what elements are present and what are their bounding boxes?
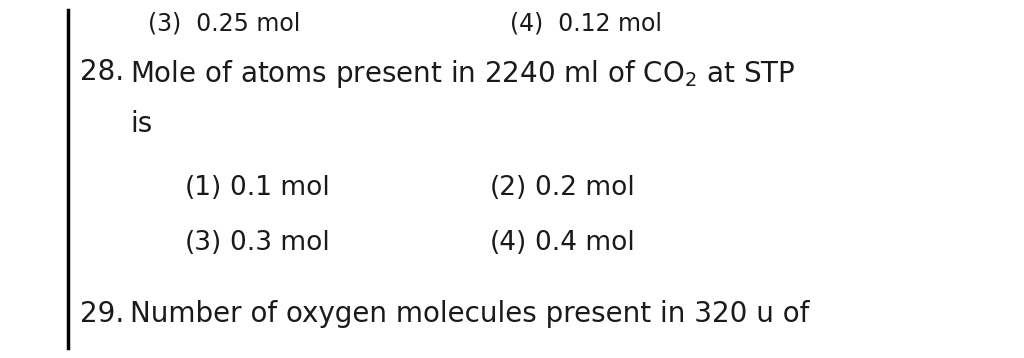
Text: (3)  0.25 mol: (3) 0.25 mol (148, 12, 300, 36)
Text: 28.: 28. (80, 58, 124, 86)
Text: 0.2 mol: 0.2 mol (535, 175, 635, 201)
Text: (4): (4) (490, 230, 527, 256)
Text: (2): (2) (490, 175, 527, 201)
Text: 0.3 mol: 0.3 mol (230, 230, 330, 256)
Text: 0.4 mol: 0.4 mol (535, 230, 635, 256)
Text: (4)  0.12 mol: (4) 0.12 mol (510, 12, 662, 36)
Text: Mole of atoms present in 2240 ml of CO$_2$ at STP: Mole of atoms present in 2240 ml of CO$_… (130, 58, 796, 90)
Text: (1): (1) (185, 175, 222, 201)
Text: 0.1 mol: 0.1 mol (230, 175, 330, 201)
Text: Number of oxygen molecules present in 320 u of: Number of oxygen molecules present in 32… (130, 300, 809, 328)
Text: is: is (130, 110, 153, 138)
Text: (3): (3) (185, 230, 222, 256)
Text: 29.: 29. (80, 300, 124, 328)
